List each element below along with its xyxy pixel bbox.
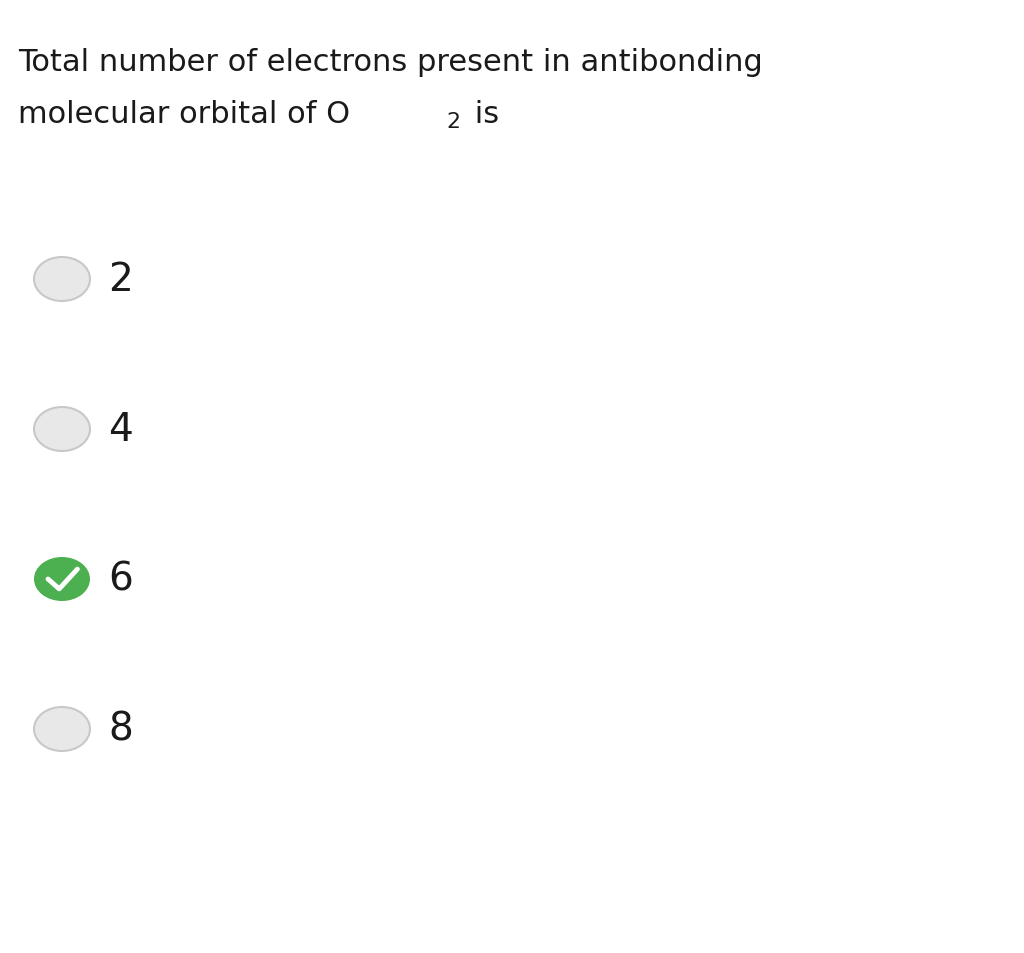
Text: Total number of electrons present in antibonding: Total number of electrons present in ant… xyxy=(18,48,763,77)
Ellipse shape xyxy=(34,408,90,452)
Text: 8: 8 xyxy=(108,710,133,748)
Text: 4: 4 xyxy=(108,411,133,449)
Text: molecular orbital of O: molecular orbital of O xyxy=(18,100,350,129)
Text: is: is xyxy=(465,100,499,129)
Ellipse shape xyxy=(34,707,90,751)
Ellipse shape xyxy=(34,257,90,302)
Text: 2: 2 xyxy=(446,112,461,132)
Text: 2: 2 xyxy=(108,261,133,298)
Text: 6: 6 xyxy=(108,560,133,598)
Ellipse shape xyxy=(34,558,90,601)
